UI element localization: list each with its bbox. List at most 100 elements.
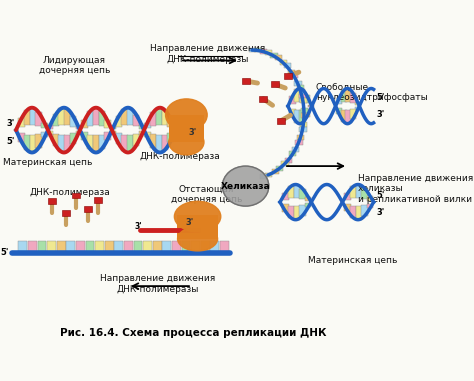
Bar: [300, 98, 307, 103]
Bar: [288, 186, 294, 198]
Text: 3': 3': [376, 208, 384, 217]
Bar: [144, 132, 151, 138]
Bar: [350, 206, 356, 218]
Bar: [58, 108, 65, 125]
Bar: [277, 118, 285, 124]
Bar: [143, 241, 152, 252]
Bar: [48, 198, 56, 204]
Bar: [271, 81, 279, 87]
Bar: [18, 241, 27, 252]
Bar: [308, 106, 314, 107]
Text: Свободные
нуклеозидтрифосфаты: Свободные нуклеозидтрифосфаты: [316, 83, 428, 102]
Bar: [110, 131, 117, 133]
Bar: [361, 205, 368, 216]
Bar: [303, 95, 310, 104]
Bar: [291, 73, 298, 78]
Bar: [116, 116, 122, 127]
Bar: [162, 110, 168, 125]
Bar: [72, 192, 80, 198]
Bar: [110, 127, 117, 130]
Ellipse shape: [222, 166, 269, 206]
Text: 5': 5': [376, 93, 384, 102]
Bar: [18, 118, 25, 127]
Text: ДНК-полимераза: ДНК-полимераза: [29, 188, 110, 197]
Bar: [284, 73, 292, 79]
Text: 5': 5': [210, 222, 217, 231]
Bar: [201, 241, 210, 252]
Bar: [64, 135, 71, 151]
Bar: [53, 114, 59, 126]
Bar: [37, 241, 46, 252]
Bar: [75, 131, 82, 133]
Bar: [155, 135, 162, 152]
Bar: [124, 241, 133, 252]
Bar: [299, 127, 307, 132]
Bar: [87, 134, 93, 149]
Bar: [249, 48, 256, 53]
Bar: [30, 108, 36, 125]
Bar: [47, 131, 54, 135]
Bar: [356, 184, 362, 198]
Bar: [243, 78, 250, 84]
Bar: [284, 63, 291, 68]
Bar: [290, 109, 296, 116]
Bar: [191, 241, 200, 252]
Bar: [150, 112, 156, 126]
Bar: [150, 134, 156, 148]
Bar: [127, 108, 134, 125]
Bar: [297, 85, 304, 90]
Text: Лидирующая
дочерняя цепь: Лидирующая дочерняя цепь: [39, 56, 110, 75]
Bar: [283, 204, 289, 211]
Bar: [121, 109, 128, 125]
Text: Хеликаза: Хеликаза: [221, 182, 271, 190]
Bar: [350, 186, 356, 199]
Bar: [163, 241, 171, 252]
Bar: [289, 151, 296, 156]
Bar: [285, 158, 292, 163]
Bar: [346, 89, 352, 102]
Bar: [28, 241, 37, 252]
Text: Направление движения
ДНК-полимеразы: Направление движения ДНК-полимеразы: [150, 45, 265, 64]
Bar: [134, 241, 142, 252]
Ellipse shape: [174, 201, 221, 232]
Text: 3': 3': [135, 222, 142, 231]
Bar: [299, 93, 306, 98]
Text: 3': 3': [189, 128, 197, 137]
Text: Материнская цепь: Материнская цепь: [308, 256, 397, 265]
Bar: [70, 133, 76, 144]
Bar: [292, 147, 299, 152]
Bar: [84, 206, 92, 212]
Bar: [294, 110, 301, 123]
Bar: [299, 205, 306, 216]
Bar: [303, 109, 310, 117]
Text: Материнская цепь: Материнская цепь: [3, 158, 92, 166]
Bar: [64, 109, 71, 125]
Bar: [167, 133, 173, 142]
Bar: [138, 125, 145, 129]
Bar: [24, 110, 30, 125]
Bar: [336, 108, 342, 114]
Text: 3': 3': [376, 110, 384, 119]
Bar: [95, 241, 104, 252]
Bar: [114, 241, 123, 252]
Bar: [283, 193, 289, 200]
Bar: [66, 241, 75, 252]
Bar: [138, 131, 145, 135]
Bar: [367, 196, 374, 201]
Bar: [41, 132, 48, 138]
Bar: [297, 135, 304, 140]
Bar: [53, 134, 59, 146]
Bar: [63, 210, 70, 216]
Bar: [276, 166, 283, 171]
Bar: [345, 193, 351, 200]
Bar: [47, 241, 56, 252]
Text: 5': 5': [376, 190, 384, 200]
Bar: [346, 110, 352, 123]
Bar: [356, 206, 362, 219]
Bar: [308, 105, 314, 106]
Bar: [341, 90, 347, 102]
Bar: [104, 133, 110, 140]
Bar: [294, 206, 300, 219]
Bar: [282, 161, 289, 166]
Text: Направление движения
хеликазы
и репликативной вилки: Направление движения хеликазы и репликат…: [357, 174, 473, 204]
